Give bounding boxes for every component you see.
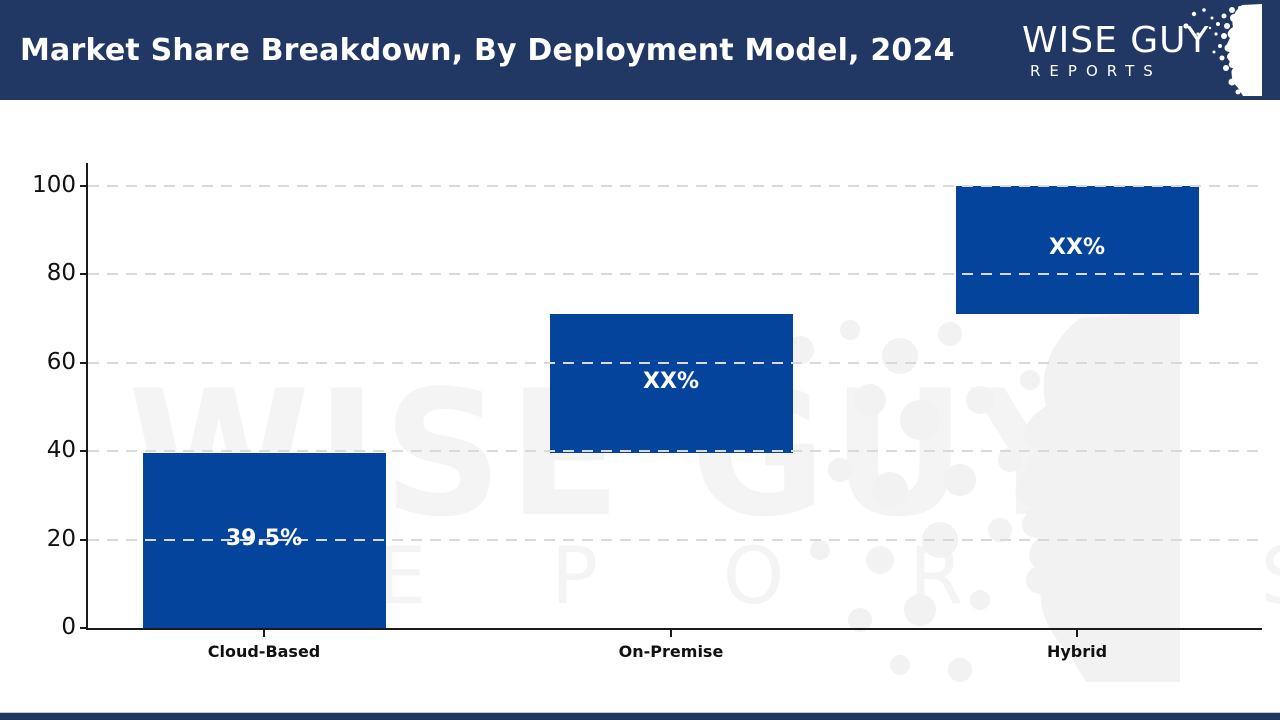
y-tick-mark-0 [80, 627, 88, 629]
gridline-20 [88, 538, 1262, 541]
bar-hybrid[interactable] [955, 186, 1199, 315]
y-tick-mark-40 [80, 450, 88, 453]
y-tick-label-0: 0 [61, 614, 76, 640]
footer-bar [0, 712, 1280, 720]
x-tick-mark-cloud-based [263, 630, 265, 637]
y-tick-label-100: 100 [32, 172, 76, 198]
category-label-cloud-based: Cloud-Based [207, 642, 321, 661]
header-bar: Market Share Breakdown, By Deployment Mo… [0, 0, 1280, 100]
watermark-head-icon [786, 310, 1180, 682]
y-tick-label-40: 40 [46, 437, 76, 464]
y-tick-label-60: 60 [46, 348, 76, 375]
gridline-80 [88, 273, 1262, 276]
logo-subtitle: REPORTS [1030, 62, 1162, 80]
waterfall-chart: WISE GUY R E P O R T S 39.5% XX% XX% 0 20 40 6… [0, 100, 1280, 713]
bar-cloud-based[interactable] [142, 453, 386, 628]
y-tick-mark-80 [80, 273, 88, 276]
y-tick-mark-60 [80, 361, 88, 364]
gridline-40 [88, 450, 1262, 453]
bar-value-label-hybrid: XX% [1049, 235, 1105, 261]
bar-on-premise[interactable] [549, 314, 793, 454]
wise-guy-logo: WISE GUY REPORTS [1022, 0, 1272, 100]
gridline-60 [88, 361, 1262, 364]
page-title: Market Share Breakdown, By Deployment Mo… [20, 32, 955, 68]
y-tick-mark-100 [80, 185, 88, 187]
category-label-on-premise: On-Premise [618, 642, 724, 661]
logo-wordmark: WISE GUY [1022, 20, 1210, 61]
bar-value-label-cloud-based: 39.5% [225, 525, 303, 551]
x-tick-mark-hybrid [1076, 630, 1078, 637]
bar-value-label-on-premise: XX% [643, 368, 699, 394]
gridline-100 [88, 185, 1262, 187]
y-tick-mark-20 [80, 538, 88, 541]
y-axis-line [86, 163, 88, 630]
x-tick-mark-on-premise [670, 630, 672, 637]
y-tick-label-80: 80 [46, 260, 76, 287]
y-tick-label-20: 20 [46, 525, 76, 552]
logo-head-icon [1183, 4, 1262, 96]
x-axis-line [86, 628, 1262, 630]
category-label-hybrid: Hybrid [1046, 642, 1108, 661]
